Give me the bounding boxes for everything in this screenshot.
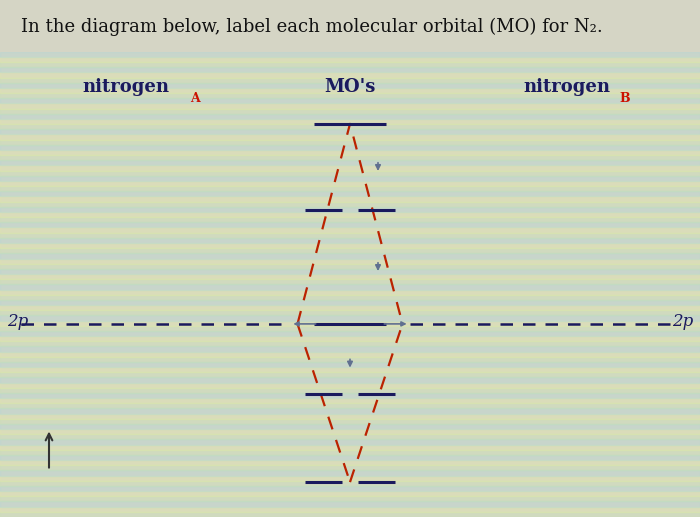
Bar: [0, 295, 700, 300]
Bar: [0, 227, 700, 233]
Bar: [0, 253, 700, 258]
Bar: [0, 93, 700, 98]
Bar: [0, 465, 700, 470]
Bar: [0, 238, 700, 243]
Bar: [0, 155, 700, 160]
Bar: [0, 491, 700, 496]
Bar: [0, 398, 700, 403]
Bar: [0, 326, 700, 331]
Bar: [0, 341, 700, 346]
Bar: [0, 72, 700, 78]
Bar: [0, 439, 700, 445]
Bar: [0, 67, 700, 72]
Bar: [0, 481, 700, 486]
Bar: [0, 88, 700, 93]
Bar: [0, 408, 700, 414]
Bar: [0, 171, 700, 176]
Bar: [0, 460, 700, 465]
Bar: [0, 300, 700, 305]
Text: nitrogen: nitrogen: [524, 78, 610, 96]
Bar: [0, 486, 700, 491]
Bar: [0, 196, 700, 202]
Bar: [0, 248, 700, 253]
Bar: [0, 52, 700, 57]
Bar: [0, 233, 700, 238]
Text: In the diagram below, label each molecular orbital (MO) for N₂.: In the diagram below, label each molecul…: [21, 18, 603, 36]
Bar: [0, 470, 700, 476]
Bar: [0, 512, 700, 517]
Bar: [0, 352, 700, 357]
Bar: [0, 83, 700, 88]
Bar: [0, 62, 700, 67]
Text: A: A: [190, 92, 200, 105]
Bar: [0, 191, 700, 196]
Text: 2p: 2p: [672, 313, 693, 330]
Bar: [0, 357, 700, 362]
Bar: [0, 264, 700, 269]
Bar: [0, 134, 700, 140]
Bar: [0, 109, 700, 114]
Bar: [0, 57, 700, 62]
Bar: [0, 114, 700, 119]
Bar: [0, 393, 700, 398]
Bar: [0, 346, 700, 352]
Bar: [0, 181, 700, 186]
Bar: [0, 243, 700, 248]
Bar: [0, 98, 700, 103]
Text: B: B: [620, 92, 630, 105]
Bar: [0, 321, 700, 326]
Bar: [0, 284, 700, 290]
Bar: [0, 269, 700, 274]
Bar: [0, 507, 700, 512]
Bar: [0, 305, 700, 310]
Bar: [0, 140, 700, 145]
Bar: [0, 222, 700, 227]
Bar: [0, 362, 700, 367]
Bar: [0, 383, 700, 388]
Bar: [0, 336, 700, 341]
Bar: [0, 103, 700, 109]
Bar: [0, 388, 700, 393]
Bar: [0, 450, 700, 455]
Bar: [0, 212, 700, 217]
Bar: [0, 202, 700, 207]
Bar: [0, 186, 700, 191]
Bar: [0, 165, 700, 171]
Bar: [0, 207, 700, 212]
Text: nitrogen: nitrogen: [83, 78, 169, 96]
Bar: [0, 377, 700, 383]
Bar: [0, 258, 700, 264]
Bar: [0, 129, 700, 134]
Text: MO's: MO's: [324, 78, 376, 96]
Bar: [0, 414, 700, 419]
Bar: [0, 501, 700, 507]
Bar: [0, 217, 700, 222]
Bar: [0, 419, 700, 424]
Bar: [0, 119, 700, 124]
Bar: [0, 176, 700, 181]
Bar: [0, 150, 700, 155]
Bar: [0, 331, 700, 336]
Bar: [0, 290, 700, 295]
Bar: [0, 145, 700, 150]
Bar: [0, 434, 700, 439]
Bar: [0, 367, 700, 372]
Text: 2p: 2p: [7, 313, 28, 330]
Bar: [0, 160, 700, 165]
Bar: [0, 372, 700, 377]
Bar: [0, 496, 700, 501]
Bar: [0, 279, 700, 284]
Bar: [0, 445, 700, 450]
Bar: [0, 403, 700, 408]
Bar: [0, 429, 700, 434]
Bar: [0, 78, 700, 83]
Bar: [0, 274, 700, 279]
Bar: [0, 424, 700, 429]
Bar: [0, 310, 700, 315]
Bar: [0, 476, 700, 481]
Bar: [0, 124, 700, 129]
Bar: [0, 315, 700, 321]
Bar: [0, 455, 700, 460]
